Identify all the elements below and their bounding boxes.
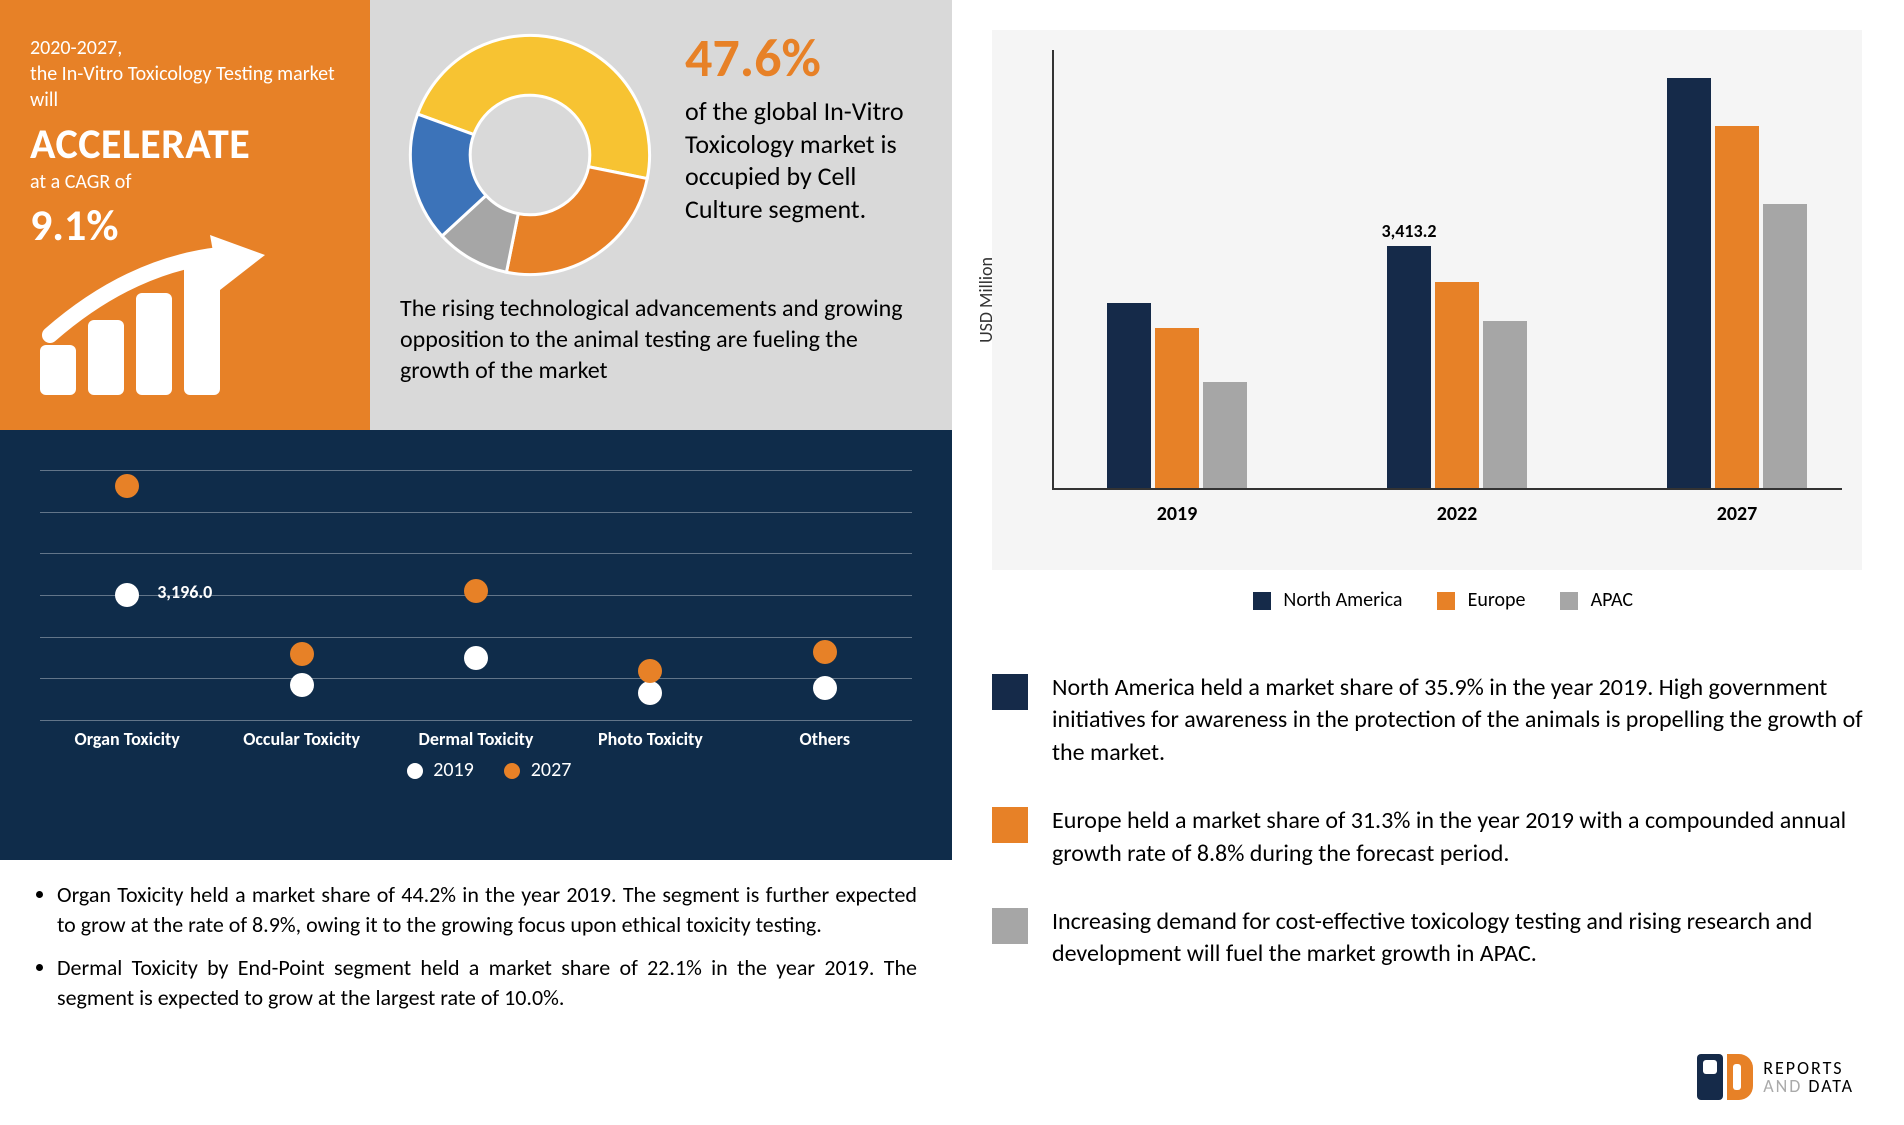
bar-x-label: 2027 xyxy=(1717,502,1758,526)
legend-label-apac: APAC xyxy=(1591,588,1634,612)
scatter-point xyxy=(464,646,488,670)
x-axis xyxy=(1052,488,1842,490)
insight-text: Europe held a market share of 31.3% in t… xyxy=(1052,805,1864,870)
scatter-point xyxy=(638,659,662,683)
left-column: 2020-2027, the In-Vitro Toxicology Testi… xyxy=(0,0,952,1125)
chart-bar xyxy=(1387,246,1431,488)
chart-bar xyxy=(1107,303,1151,488)
scatter-legend: 2019 2027 xyxy=(40,758,912,782)
chart-bar xyxy=(1483,321,1527,488)
insight-swatch-eu xyxy=(992,807,1028,843)
endpoint-bullets: Organ Toxicity held a market share of 44… xyxy=(0,860,952,1047)
logo-icon xyxy=(1697,1054,1753,1100)
legend-sq-apac xyxy=(1560,592,1578,610)
insight-row: Increasing demand for cost-effective tox… xyxy=(992,906,1864,971)
legend-label-2027: 2027 xyxy=(531,758,572,782)
region-insights: North America held a market share of 35.… xyxy=(992,672,1864,971)
brand-logo: REPORTS AND DATA xyxy=(1697,1054,1854,1100)
legend-dot-2019 xyxy=(407,763,423,779)
legend-sq-eu xyxy=(1437,592,1455,610)
bar-chart-ylabel: USD Million xyxy=(975,257,997,343)
scatter-point xyxy=(813,676,837,700)
cagr-label: at a CAGR of xyxy=(30,170,340,194)
endpoint-scatter-plot: Organ Toxicity Occular Toxicity Dermal Tox… xyxy=(40,460,912,750)
segment-share-card: 47.6% of the global In-Vitro Toxicology … xyxy=(370,0,952,430)
scatter-point xyxy=(115,474,139,498)
insight-swatch-na xyxy=(992,674,1028,710)
segment-share-text: of the global In-Vitro Toxicology market… xyxy=(685,95,922,225)
scatter-x-label: Organ Toxicity xyxy=(75,728,180,750)
insight-swatch-apac xyxy=(992,908,1028,944)
chart-bar xyxy=(1155,328,1199,488)
bar-chart-legend: North America Europe APAC xyxy=(992,588,1864,612)
chart-bar xyxy=(1715,126,1759,488)
bullet-item: Organ Toxicity held a market share of 44… xyxy=(57,880,917,939)
scatter-x-label: Others xyxy=(800,728,851,750)
insight-row: North America held a market share of 35.… xyxy=(992,672,1864,769)
insight-row: Europe held a market share of 31.3% in t… xyxy=(992,805,1864,870)
cagr-highlight-card: 2020-2027, the In-Vitro Toxicology Testi… xyxy=(0,0,370,430)
scatter-point xyxy=(464,579,488,603)
market-line: the In-Vitro Toxicology Testing market w… xyxy=(30,61,340,113)
endpoint-scatter-card: Organ Toxicity Occular Toxicity Dermal Tox… xyxy=(0,430,952,860)
chart-bar xyxy=(1435,282,1479,488)
bar-chart-plot: 2019202220273,413.2 xyxy=(1052,50,1842,490)
segment-donut-chart xyxy=(400,25,660,285)
scatter-point xyxy=(290,673,314,697)
chart-bar xyxy=(1667,78,1711,488)
forecast-period: 2020-2027, xyxy=(30,35,340,61)
bar-x-label: 2022 xyxy=(1437,502,1478,526)
bullet-item: Dermal Toxicity by End-Point segment hel… xyxy=(57,953,917,1012)
bar-x-label: 2019 xyxy=(1157,502,1198,526)
segment-share-pct: 47.6% xyxy=(685,25,922,91)
chart-bar xyxy=(1763,204,1807,488)
legend-label-na: North America xyxy=(1283,588,1402,612)
region-bar-chart: USD Million 2019202220273,413.2 xyxy=(992,30,1862,570)
scatter-x-label: Dermal Toxicity xyxy=(419,728,534,750)
legend-dot-2027 xyxy=(504,763,520,779)
segment-subtext: The rising technological advancements an… xyxy=(400,293,922,387)
right-column: USD Million 2019202220273,413.2 North Am… xyxy=(952,0,1904,1125)
logo-text: REPORTS AND DATA xyxy=(1763,1059,1854,1095)
chart-bar xyxy=(1203,382,1247,488)
insight-text: Increasing demand for cost-effective tox… xyxy=(1052,906,1864,971)
y-axis xyxy=(1052,50,1054,490)
scatter-point xyxy=(813,640,837,664)
scatter-x-label: Photo Toxicity xyxy=(598,728,703,750)
scatter-x-label: Occular Toxicity xyxy=(243,728,360,750)
scatter-point xyxy=(638,681,662,705)
legend-label-2019: 2019 xyxy=(433,758,474,782)
scatter-point xyxy=(115,583,139,607)
insight-text: North America held a market share of 35.… xyxy=(1052,672,1864,769)
scatter-point xyxy=(290,642,314,666)
accelerate-word: ACCELERATE xyxy=(30,119,340,170)
legend-sq-na xyxy=(1253,592,1271,610)
legend-label-eu: Europe xyxy=(1468,588,1526,612)
growth-arrow-icon xyxy=(40,235,270,405)
